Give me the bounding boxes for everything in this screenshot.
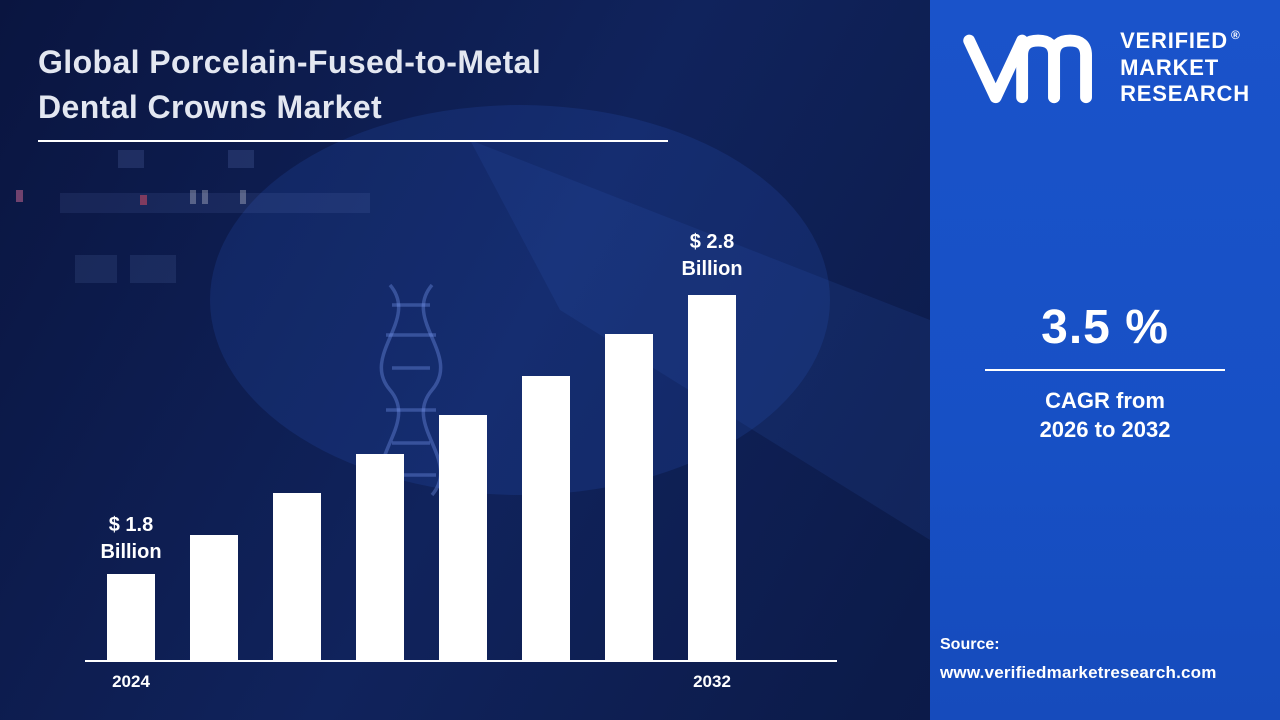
bar — [356, 454, 404, 660]
brand-name-verified: VERIFIED — [1120, 27, 1228, 53]
title-underline — [38, 140, 668, 142]
last-bar-value: $ 2.8 — [689, 231, 735, 253]
dashboard-strip — [60, 193, 370, 213]
cagr-label: CAGR from 2026 to 2032 — [930, 387, 1280, 444]
person-icon — [240, 190, 246, 204]
registered-mark: ® — [1230, 28, 1241, 43]
source-label: Source: — [940, 636, 1000, 653]
bar — [688, 295, 736, 660]
bar — [522, 376, 570, 660]
source-url[interactable]: www.verifiedmarketresearch.com — [940, 663, 1217, 682]
brand-line-2: MARKET — [1120, 54, 1219, 80]
person-icon — [202, 190, 208, 204]
last-bar-unit: Billion — [681, 258, 743, 280]
bar — [190, 535, 238, 660]
last-bar-annotation: $ 2.8 Billion — [662, 229, 762, 283]
person-icon — [190, 190, 196, 204]
x-tick-2024: 2024 — [112, 672, 150, 691]
person-icon — [16, 190, 23, 202]
page-title: Global Porcelain-Fused-to-Metal Dental C… — [38, 40, 541, 131]
bar — [107, 574, 155, 660]
cagr-label-line1: CAGR from — [1045, 388, 1165, 413]
bar — [439, 415, 487, 660]
x-tick-2032: 2032 — [693, 672, 731, 691]
alert-icon — [140, 195, 147, 205]
bar — [605, 334, 653, 660]
brand-name: VERIFIED ® MARKET RESEARCH — [1120, 28, 1250, 108]
cagr-value: 3.5 % — [1041, 301, 1169, 354]
bar — [273, 493, 321, 660]
vmr-logo-icon — [963, 34, 1093, 104]
page-title-line1: Global Porcelain-Fused-to-Metal — [38, 44, 542, 80]
right-panel: VERIFIED ® MARKET RESEARCH 3.5 % CAGR fro… — [930, 0, 1280, 720]
brand-line-1: VERIFIED ® — [1120, 28, 1250, 55]
first-bar-unit: Billion — [100, 541, 162, 563]
background-glow — [210, 105, 830, 495]
brand-line-3: RESEARCH — [1120, 81, 1250, 107]
source-block: Source: www.verifiedmarketresearch.com — [940, 636, 1217, 683]
dashboard-widget — [228, 150, 254, 168]
folder-icon — [130, 255, 176, 283]
x-axis-line — [85, 660, 837, 662]
bars — [107, 295, 736, 660]
folder-icon — [75, 255, 117, 283]
cagr-label-line2: 2026 to 2032 — [1039, 416, 1171, 442]
first-bar-annotation: $ 1.8 Billion — [81, 512, 181, 566]
dashboard-widget — [118, 150, 144, 168]
page-title-line2: Dental Crowns Market — [38, 89, 383, 126]
cagr-block: 3.5 % CAGR from 2026 to 2032 — [930, 300, 1280, 444]
first-bar-value: $ 1.8 — [108, 514, 154, 536]
brand: VERIFIED ® MARKET RESEARCH — [930, 26, 1280, 110]
cagr-underline — [985, 369, 1225, 371]
